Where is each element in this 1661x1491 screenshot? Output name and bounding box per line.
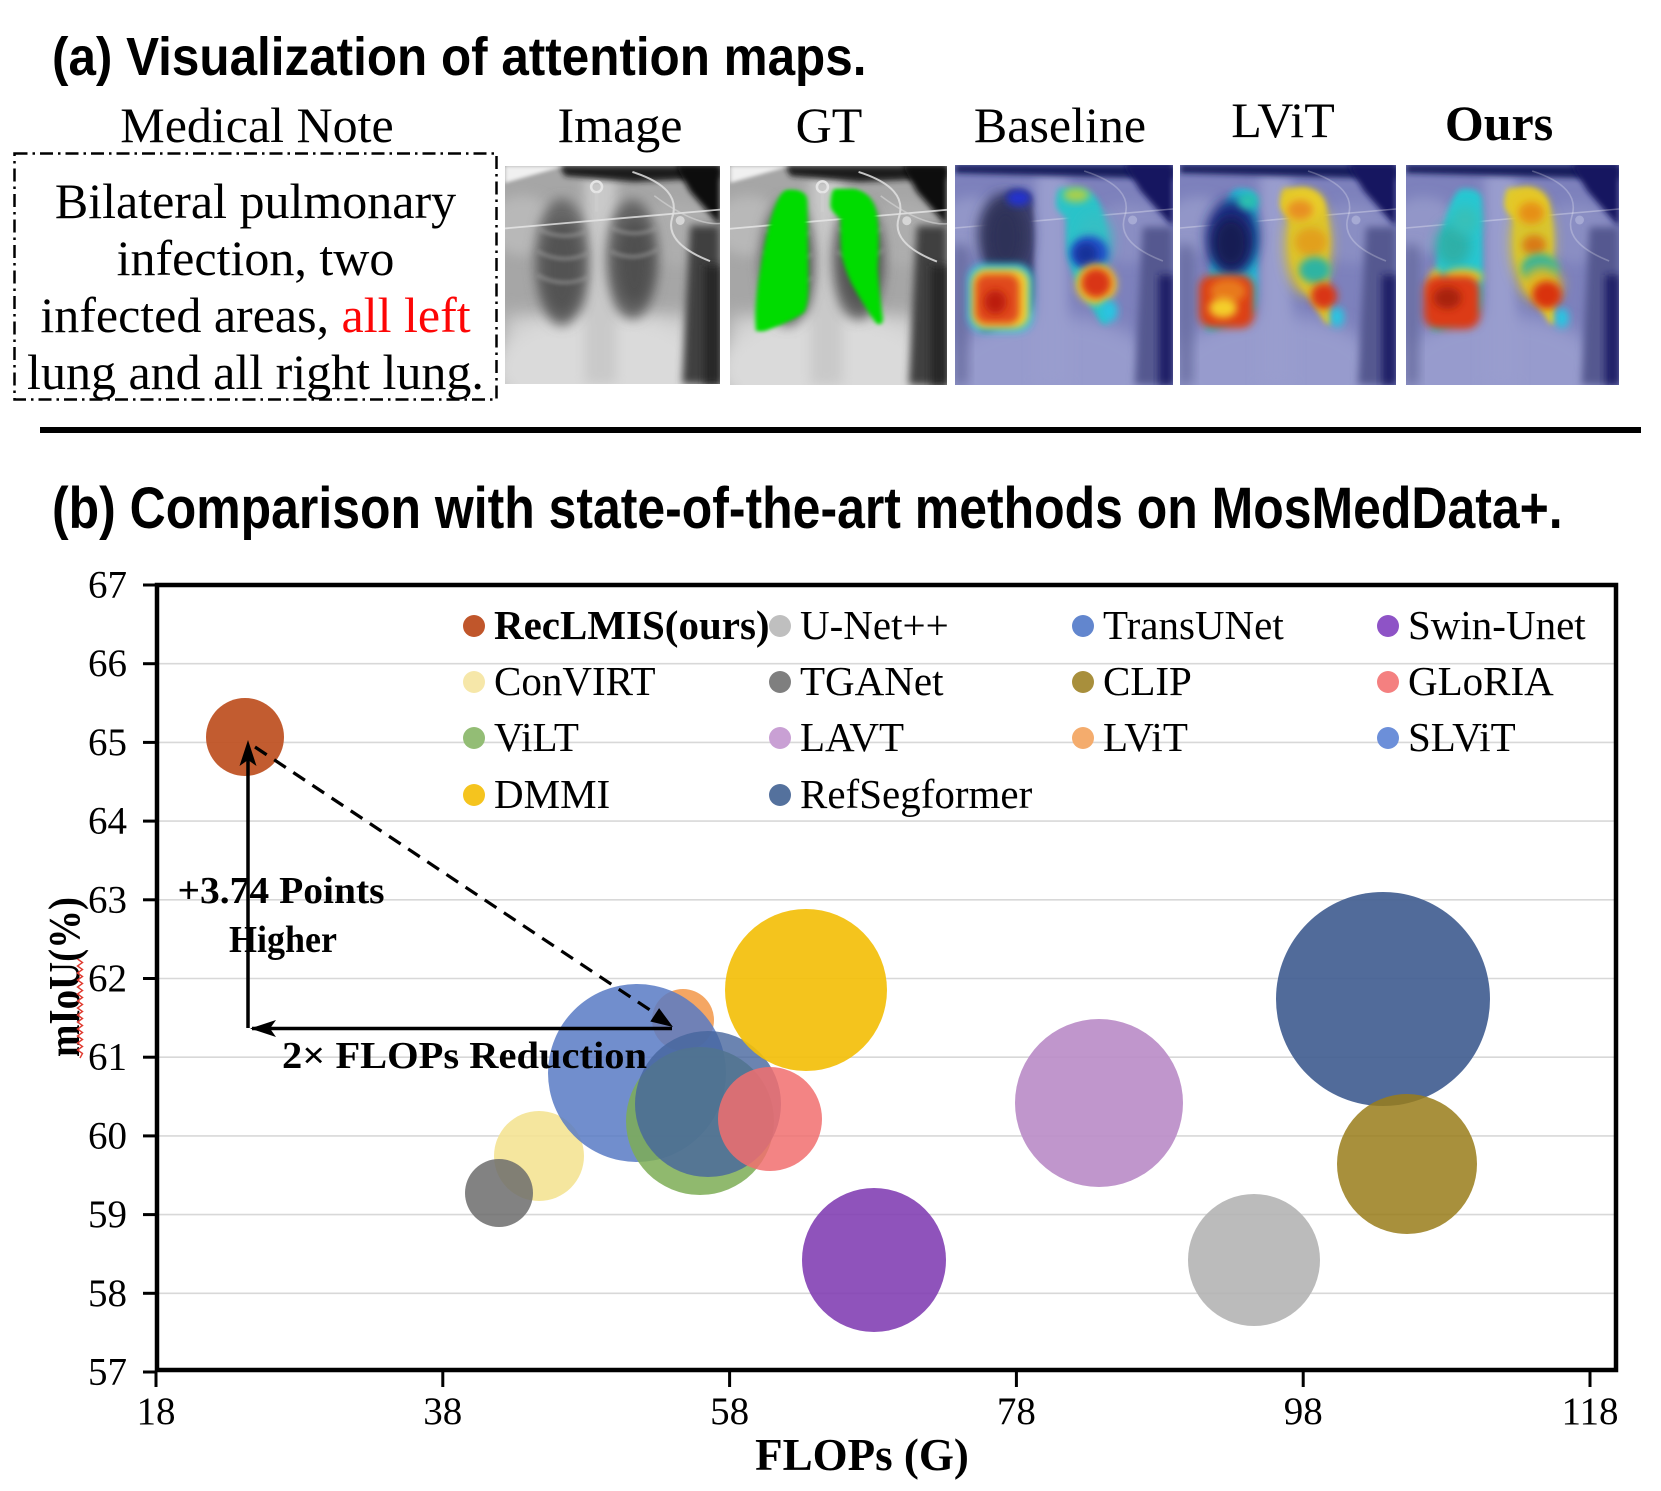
svg-text:Higher: Higher [229, 919, 337, 961]
svg-text:LViT: LViT [1103, 714, 1188, 760]
svg-text:63: 63 [88, 878, 127, 921]
svg-text:+3.74 Points: +3.74 Points [178, 870, 385, 912]
svg-text:CLIP: CLIP [1103, 658, 1192, 704]
svg-text:59: 59 [88, 1193, 127, 1236]
svg-text:58: 58 [710, 1390, 749, 1433]
svg-text:65: 65 [88, 721, 127, 764]
svg-text:U-Net++: U-Net++ [800, 602, 949, 648]
svg-text:DMMI: DMMI [494, 771, 610, 817]
svg-text:67: 67 [88, 564, 127, 607]
svg-text:38: 38 [423, 1390, 462, 1433]
svg-text:SLViT: SLViT [1408, 714, 1516, 760]
svg-text:2× FLOPs Reduction: 2× FLOPs Reduction [282, 1035, 647, 1077]
svg-text:TGANet: TGANet [800, 658, 944, 704]
svg-text:Swin-Unet: Swin-Unet [1408, 602, 1586, 648]
svg-text:TransUNet: TransUNet [1103, 602, 1284, 648]
svg-text:FLOPs (G): FLOPs (G) [755, 1430, 969, 1480]
svg-text:62: 62 [88, 957, 127, 1000]
svg-text:ConVIRT: ConVIRT [494, 658, 656, 704]
svg-text:61: 61 [88, 1036, 127, 1079]
svg-text:ViLT: ViLT [494, 714, 579, 760]
svg-text:LAVT: LAVT [800, 714, 904, 760]
svg-text:RecLMIS(ours): RecLMIS(ours) [494, 602, 770, 648]
svg-text:57: 57 [88, 1351, 127, 1394]
svg-text:118: 118 [1561, 1390, 1618, 1433]
svg-text:78: 78 [997, 1390, 1036, 1433]
svg-text:58: 58 [88, 1272, 127, 1315]
svg-text:98: 98 [1284, 1390, 1323, 1433]
svg-text:RefSegformer: RefSegformer [800, 771, 1033, 817]
svg-text:GLoRIA: GLoRIA [1408, 658, 1554, 704]
svg-text:64: 64 [88, 800, 127, 843]
svg-text:66: 66 [88, 642, 127, 685]
svg-text:60: 60 [88, 1114, 127, 1157]
svg-text:18: 18 [137, 1390, 176, 1433]
